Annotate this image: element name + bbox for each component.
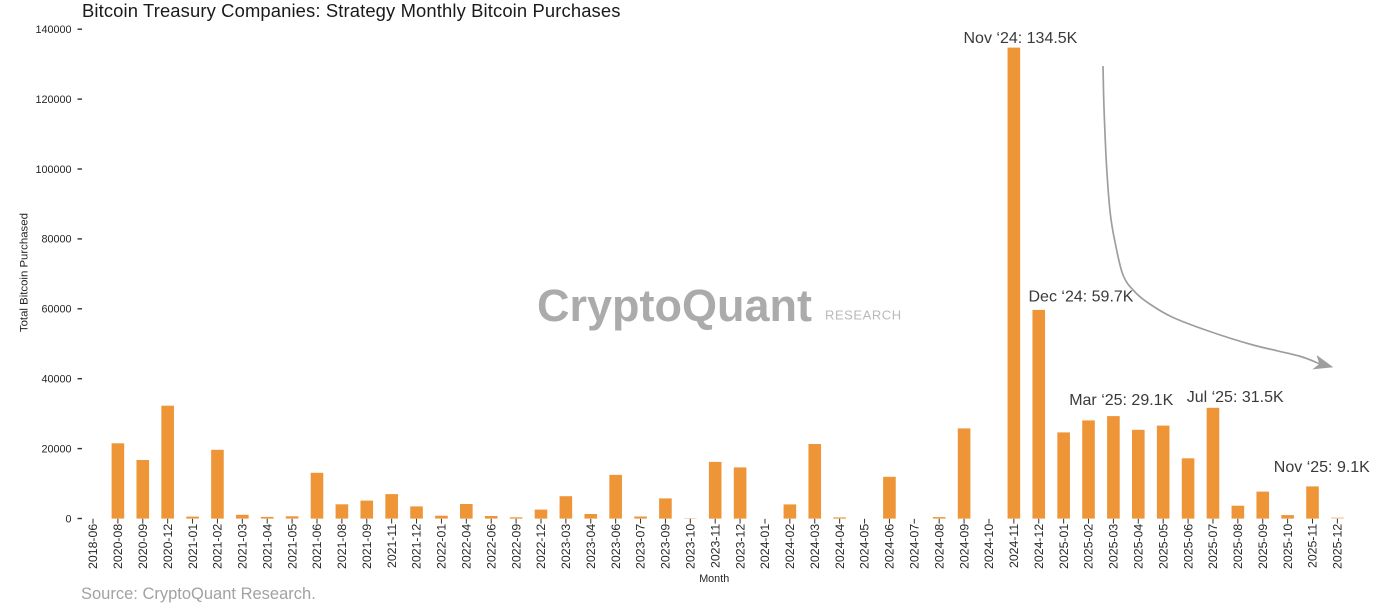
svg-text:120000: 120000 bbox=[35, 94, 71, 106]
svg-text:RESEARCH: RESEARCH bbox=[825, 308, 902, 323]
svg-text:40000: 40000 bbox=[41, 374, 71, 386]
svg-text:Dec ‘24: 59.7K: Dec ‘24: 59.7K bbox=[1029, 289, 1134, 306]
svg-text:2025-03: 2025-03 bbox=[1107, 524, 1121, 569]
svg-text:2018-06: 2018-06 bbox=[86, 524, 100, 569]
svg-text:2025-12: 2025-12 bbox=[1331, 524, 1345, 569]
svg-text:20000: 20000 bbox=[41, 443, 71, 455]
svg-text:2024-07: 2024-07 bbox=[908, 524, 922, 569]
svg-text:2023-04: 2023-04 bbox=[584, 524, 598, 569]
svg-text:2021-08: 2021-08 bbox=[335, 524, 349, 569]
svg-text:2021-03: 2021-03 bbox=[236, 524, 250, 569]
svg-text:2022-06: 2022-06 bbox=[484, 524, 498, 569]
svg-text:80000: 80000 bbox=[41, 234, 71, 246]
svg-text:2024-12: 2024-12 bbox=[1032, 524, 1046, 569]
svg-text:2024-11: 2024-11 bbox=[1007, 524, 1021, 568]
svg-text:2024-09: 2024-09 bbox=[957, 524, 971, 569]
svg-text:Bitcoin Treasury Companies: St: Bitcoin Treasury Companies: Strategy Mon… bbox=[82, 0, 621, 21]
svg-text:2022-12: 2022-12 bbox=[534, 524, 548, 569]
svg-text:2025-08: 2025-08 bbox=[1231, 524, 1245, 569]
svg-text:2023-07: 2023-07 bbox=[634, 524, 648, 569]
svg-text:Nov ‘24: 134.5K: Nov ‘24: 134.5K bbox=[964, 30, 1078, 47]
svg-text:2024-02: 2024-02 bbox=[783, 524, 797, 569]
svg-text:2020-09: 2020-09 bbox=[136, 524, 150, 569]
svg-text:2023-03: 2023-03 bbox=[559, 524, 573, 569]
svg-text:Mar ‘25: 29.1K: Mar ‘25: 29.1K bbox=[1069, 392, 1173, 409]
svg-text:2020-12: 2020-12 bbox=[161, 524, 175, 569]
svg-text:2023-10: 2023-10 bbox=[684, 524, 698, 569]
svg-text:2021-01: 2021-01 bbox=[186, 524, 200, 569]
svg-text:2021-04: 2021-04 bbox=[260, 524, 274, 569]
svg-text:2025-05: 2025-05 bbox=[1156, 524, 1170, 569]
svg-text:2023-06: 2023-06 bbox=[609, 524, 623, 569]
svg-text:Total Bitcoin Purchased: Total Bitcoin Purchased bbox=[18, 213, 30, 332]
svg-text:60000: 60000 bbox=[41, 304, 71, 316]
svg-text:2024-06: 2024-06 bbox=[883, 524, 897, 569]
svg-text:2024-10: 2024-10 bbox=[982, 524, 996, 569]
svg-text:2023-11: 2023-11 bbox=[708, 524, 722, 568]
svg-text:2025-09: 2025-09 bbox=[1256, 524, 1270, 569]
svg-text:2022-01: 2022-01 bbox=[435, 524, 449, 569]
svg-text:2021-02: 2021-02 bbox=[211, 524, 225, 569]
svg-text:100000: 100000 bbox=[35, 164, 71, 176]
svg-text:2024-08: 2024-08 bbox=[932, 524, 946, 569]
svg-text:2024-05: 2024-05 bbox=[858, 524, 872, 569]
svg-text:2025-02: 2025-02 bbox=[1082, 524, 1096, 569]
svg-text:2024-03: 2024-03 bbox=[808, 524, 822, 569]
svg-text:Jul ‘25: 31.5K: Jul ‘25: 31.5K bbox=[1187, 389, 1284, 406]
svg-text:2022-09: 2022-09 bbox=[509, 524, 523, 569]
svg-text:2021-06: 2021-06 bbox=[310, 524, 324, 569]
svg-text:2021-12: 2021-12 bbox=[410, 524, 424, 569]
svg-text:2025-01: 2025-01 bbox=[1057, 524, 1071, 569]
svg-text:Month: Month bbox=[699, 573, 729, 585]
svg-text:2025-07: 2025-07 bbox=[1206, 524, 1220, 569]
svg-text:2023-09: 2023-09 bbox=[659, 524, 673, 569]
svg-text:2021-11: 2021-11 bbox=[385, 524, 399, 568]
svg-text:0: 0 bbox=[65, 513, 71, 525]
svg-text:2021-05: 2021-05 bbox=[285, 524, 299, 569]
svg-text:CryptoQuant: CryptoQuant bbox=[537, 280, 812, 331]
svg-text:140000: 140000 bbox=[35, 24, 71, 36]
svg-text:2024-01: 2024-01 bbox=[758, 524, 772, 569]
svg-text:2025-04: 2025-04 bbox=[1132, 524, 1146, 569]
svg-text:Source: CryptoQuant Research.: Source: CryptoQuant Research. bbox=[81, 585, 316, 603]
svg-text:2021-09: 2021-09 bbox=[360, 524, 374, 569]
svg-text:2025-06: 2025-06 bbox=[1181, 524, 1195, 569]
svg-text:2025-10: 2025-10 bbox=[1281, 524, 1295, 569]
svg-text:2024-04: 2024-04 bbox=[833, 524, 847, 569]
svg-text:2023-12: 2023-12 bbox=[733, 524, 747, 569]
svg-text:2025-11: 2025-11 bbox=[1306, 524, 1320, 568]
svg-text:2022-04: 2022-04 bbox=[460, 524, 474, 569]
svg-text:2020-08: 2020-08 bbox=[111, 524, 125, 569]
svg-text:Nov ‘25: 9.1K: Nov ‘25: 9.1K bbox=[1274, 459, 1370, 476]
